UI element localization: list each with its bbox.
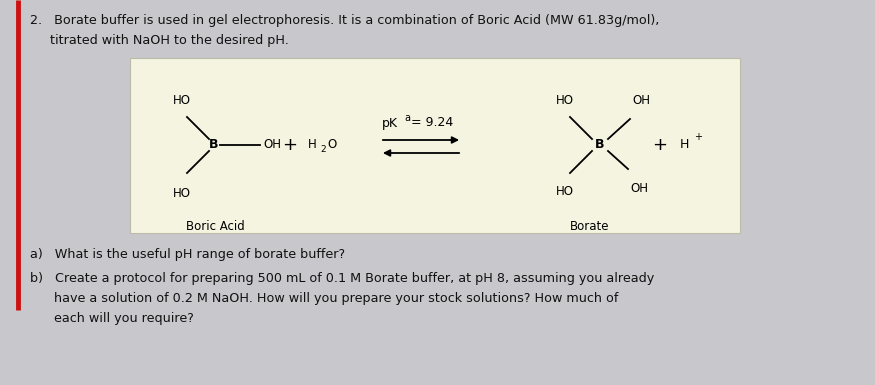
Text: O: O (327, 139, 336, 152)
Text: +: + (694, 132, 702, 142)
Bar (130, 58, 740, 233)
Text: HO: HO (173, 187, 191, 200)
Text: B: B (595, 139, 605, 152)
Text: Borate: Borate (570, 220, 610, 233)
Text: B: B (209, 139, 219, 152)
Text: OH: OH (632, 94, 650, 107)
Text: Boric Acid: Boric Acid (186, 220, 244, 233)
Text: 2.   Borate buffer is used in gel electrophoresis. It is a combination of Boric : 2. Borate buffer is used in gel electrop… (30, 14, 660, 27)
Text: HO: HO (556, 185, 574, 198)
Text: each will you require?: each will you require? (30, 312, 194, 325)
Text: H: H (308, 139, 317, 152)
Text: titrated with NaOH to the desired pH.: titrated with NaOH to the desired pH. (30, 34, 289, 47)
Text: HO: HO (556, 94, 574, 107)
Text: HO: HO (173, 94, 191, 107)
Text: have a solution of 0.2 M NaOH. How will you prepare your stock solutions? How mu: have a solution of 0.2 M NaOH. How will … (30, 292, 619, 305)
Text: pK: pK (382, 117, 398, 129)
Text: H: H (680, 139, 690, 152)
Text: = 9.24: = 9.24 (411, 117, 453, 129)
Text: +: + (653, 136, 668, 154)
Text: b)   Create a protocol for preparing 500 mL of 0.1 M Borate buffer, at pH 8, ass: b) Create a protocol for preparing 500 m… (30, 272, 654, 285)
Text: OH: OH (263, 139, 281, 152)
Text: a)   What is the useful pH range of borate buffer?: a) What is the useful pH range of borate… (30, 248, 345, 261)
Text: +: + (283, 136, 298, 154)
Text: 2: 2 (320, 146, 326, 154)
Text: OH: OH (630, 182, 648, 195)
Text: a: a (404, 113, 410, 123)
